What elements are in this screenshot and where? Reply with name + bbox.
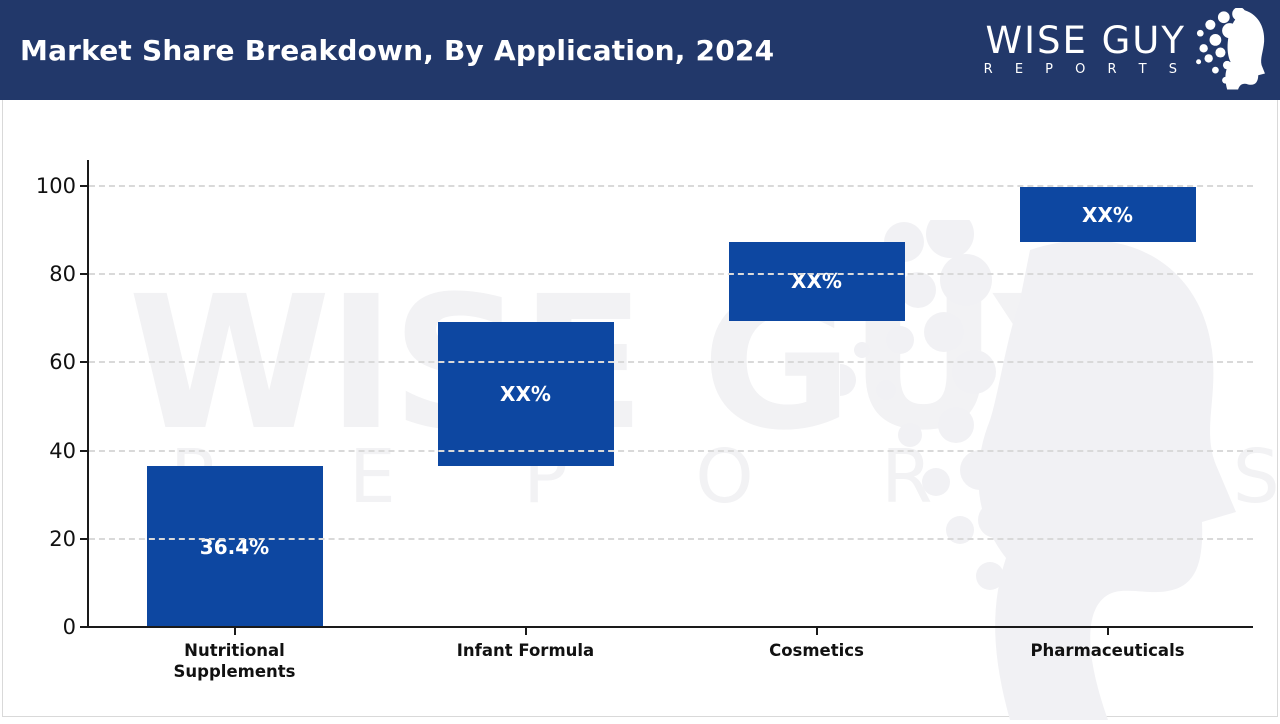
x-axis-tick-mark <box>815 628 818 635</box>
canvas-bottom-border <box>2 716 1278 717</box>
y-axis-tick-mark <box>80 185 89 187</box>
bar-value-label: XX% <box>1082 202 1133 227</box>
y-axis-tick-mark <box>80 537 89 540</box>
brand-logo-text: WISE GUY R E P O R T S <box>984 22 1186 78</box>
bar-segment: 36.4% <box>146 466 323 627</box>
x-axis-category-label: Pharmaceuticals <box>1030 641 1185 660</box>
x-axis-tick-mark <box>1106 628 1109 635</box>
brand-logo: WISE GUY R E P O R T S <box>984 8 1280 92</box>
y-axis-tick-mark <box>80 449 89 452</box>
x-axis-category-label: Infant Formula <box>456 641 595 660</box>
y-axis-tick-label: 80 <box>49 262 76 287</box>
x-axis-tick-mark <box>233 628 236 635</box>
brand-name: WISE GUY <box>985 19 1186 62</box>
bar-segment: XX% <box>728 241 905 321</box>
wise-guy-head-icon <box>1190 8 1266 92</box>
x-axis-tick-mark <box>524 628 527 635</box>
canvas-right-border <box>1277 100 1278 716</box>
page-title: Market Share Breakdown, By Application, … <box>20 33 775 67</box>
y-axis-tick-label: 100 <box>35 174 76 198</box>
canvas-left-border <box>2 100 3 716</box>
gridline-y40 <box>89 449 1253 452</box>
y-axis-tick-label: 0 <box>62 615 76 639</box>
y-axis-tick-label: 60 <box>49 350 76 375</box>
x-axis-category-label: Nutritional Supplements <box>173 641 296 681</box>
y-axis-tick-mark <box>80 626 89 628</box>
gridline-y20 <box>89 537 1253 540</box>
bar-value-label: XX% <box>500 381 551 406</box>
brand-subtitle: R E P O R T S <box>983 62 1186 77</box>
gridline-y60 <box>89 361 1253 364</box>
header-bar: Market Share Breakdown, By Application, … <box>0 0 1280 100</box>
y-axis-line <box>87 160 89 628</box>
y-axis-tick-label: 20 <box>49 526 76 551</box>
y-axis-tick-mark <box>80 361 89 364</box>
y-axis-tick-mark <box>80 273 89 276</box>
x-axis-line <box>87 626 1253 628</box>
bar-segment: XX% <box>437 321 614 467</box>
gridline-y100 <box>89 185 1253 187</box>
gridline-y80 <box>89 273 1253 276</box>
y-axis-tick-label: 40 <box>49 438 76 463</box>
bar-segment: XX% <box>1019 187 1196 242</box>
x-axis-category-label: Cosmetics <box>769 641 864 660</box>
